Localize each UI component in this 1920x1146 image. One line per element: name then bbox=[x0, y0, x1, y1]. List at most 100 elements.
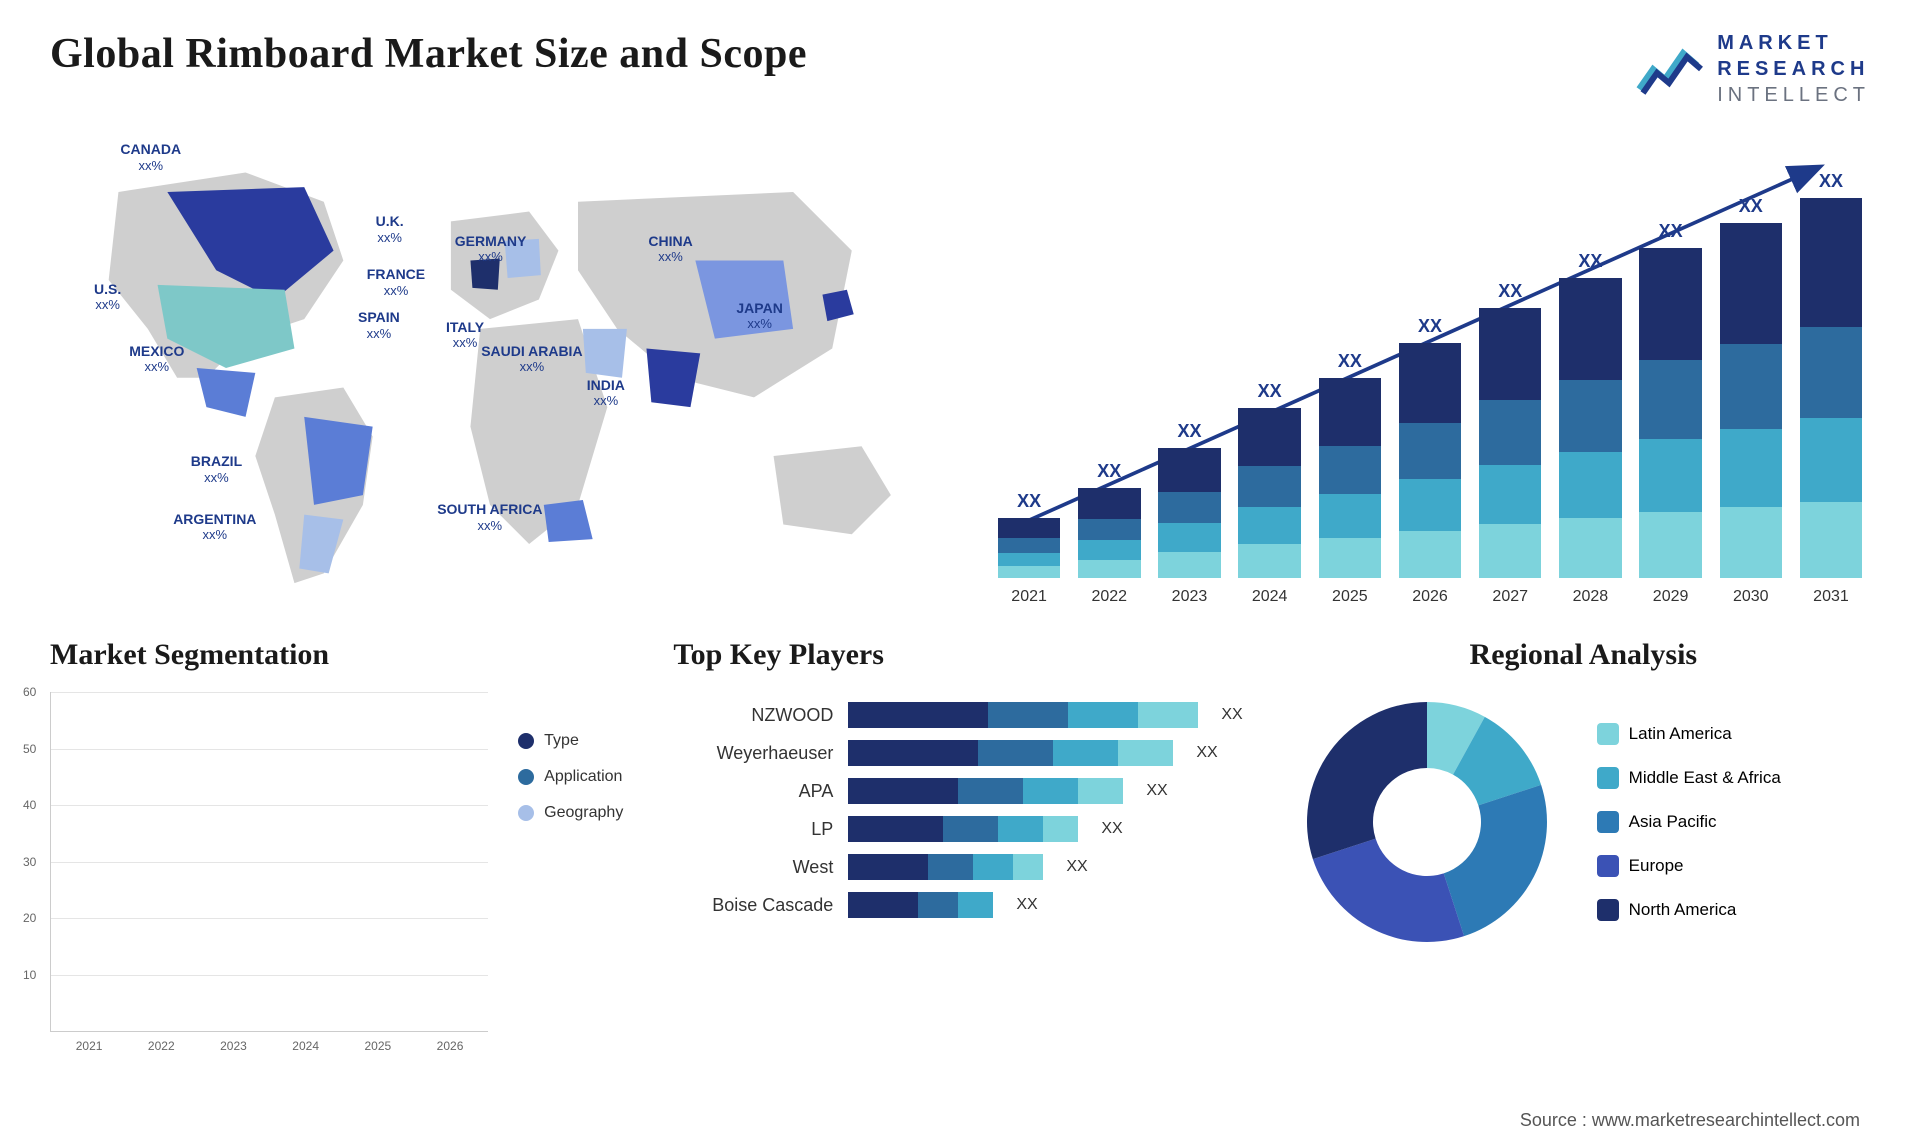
player-bar-segment bbox=[918, 892, 958, 918]
growth-bar-xlabel: 2023 bbox=[1150, 588, 1228, 606]
map-brazil bbox=[304, 417, 372, 505]
growth-bar-stack bbox=[1399, 343, 1462, 578]
legend-dot bbox=[1597, 767, 1619, 789]
growth-bar-segment bbox=[1158, 552, 1221, 578]
player-bar bbox=[848, 740, 1173, 766]
legend-item: Type bbox=[518, 732, 623, 750]
player-value: XX bbox=[1101, 820, 1122, 838]
growth-bar-segment bbox=[1399, 479, 1462, 531]
growth-bar-xlabel: 2025 bbox=[1311, 588, 1389, 606]
player-row: WestXX bbox=[673, 854, 1246, 880]
growth-bar-segment bbox=[1479, 400, 1542, 465]
logo-icon bbox=[1635, 39, 1705, 99]
growth-bar-segment bbox=[1238, 507, 1301, 544]
map-label: SOUTH AFRICAxx% bbox=[437, 502, 542, 533]
growth-bar-segment bbox=[1559, 278, 1622, 380]
player-row: Boise CascadeXX bbox=[673, 892, 1246, 918]
seg-xlabel: 2021 bbox=[59, 1039, 119, 1053]
growth-bar-segment bbox=[1720, 344, 1783, 429]
growth-bar-segment bbox=[1720, 223, 1783, 344]
legend-dot bbox=[1597, 723, 1619, 745]
growth-bar-segment bbox=[1238, 408, 1301, 466]
bottom-row: Market Segmentation 10203040506020212022… bbox=[50, 638, 1870, 1058]
growth-bar-segment bbox=[1639, 512, 1702, 578]
logo-line1: MARKET bbox=[1717, 30, 1870, 56]
growth-bar-segment bbox=[1078, 560, 1141, 578]
legend-label: Geography bbox=[544, 804, 623, 822]
player-name: Weyerhaeuser bbox=[673, 743, 833, 764]
player-bar-segment bbox=[848, 778, 958, 804]
growth-bar-segment bbox=[1078, 519, 1141, 541]
player-bar-segment bbox=[848, 816, 943, 842]
map-label: U.S.xx% bbox=[94, 282, 121, 313]
growth-bar-segment bbox=[1559, 518, 1622, 578]
player-bar-segment bbox=[848, 854, 928, 880]
growth-bar-stack bbox=[998, 518, 1061, 578]
growth-bar-segment bbox=[1078, 540, 1141, 560]
growth-bar-segment bbox=[1158, 448, 1221, 492]
growth-bar-segment bbox=[1479, 465, 1542, 524]
legend-dot bbox=[518, 769, 534, 785]
growth-bar-col: XX2029 bbox=[1632, 221, 1710, 578]
legend-item: Application bbox=[518, 768, 623, 786]
growth-bar-stack bbox=[1319, 378, 1382, 578]
seg-xlabel: 2024 bbox=[276, 1039, 336, 1053]
legend-label: North America bbox=[1629, 900, 1737, 920]
logo-line2: RESEARCH bbox=[1717, 56, 1870, 82]
growth-bar-xlabel: 2028 bbox=[1551, 588, 1629, 606]
player-bar-segment bbox=[943, 816, 998, 842]
growth-bar-segment bbox=[1319, 494, 1382, 538]
players-list: NZWOODXXWeyerhaeuserXXAPAXXLPXXWestXXBoi… bbox=[673, 692, 1246, 918]
growth-bar-stack bbox=[1158, 448, 1221, 578]
player-bar bbox=[848, 702, 1198, 728]
growth-bar-label: XX bbox=[1017, 491, 1041, 512]
player-bar-segment bbox=[978, 740, 1053, 766]
seg-ylabel: 40 bbox=[23, 798, 482, 812]
growth-bar-segment bbox=[1078, 488, 1141, 519]
player-bar-segment bbox=[988, 702, 1068, 728]
map-label: SAUDI ARABIAxx% bbox=[481, 344, 582, 375]
player-value: XX bbox=[1066, 858, 1087, 876]
growth-bar-segment bbox=[998, 538, 1061, 552]
legend-dot bbox=[518, 805, 534, 821]
player-row: WeyerhaeuserXX bbox=[673, 740, 1246, 766]
players-panel: Top Key Players NZWOODXXWeyerhaeuserXXAP… bbox=[673, 638, 1246, 1058]
legend-item: North America bbox=[1597, 899, 1781, 921]
players-title: Top Key Players bbox=[673, 638, 1246, 672]
legend-label: Europe bbox=[1629, 856, 1684, 876]
legend-item: Middle East & Africa bbox=[1597, 767, 1781, 789]
growth-bar-segment bbox=[1319, 538, 1382, 578]
seg-ylabel: 10 bbox=[23, 968, 482, 982]
growth-bar-segment bbox=[1559, 380, 1622, 452]
growth-bar-col: XX2026 bbox=[1391, 316, 1469, 578]
growth-bar-col: XX2027 bbox=[1471, 281, 1549, 578]
segmentation-legend: Type Application Geography bbox=[518, 692, 623, 1032]
growth-bar-label: XX bbox=[1578, 251, 1602, 272]
donut-svg bbox=[1297, 692, 1557, 952]
growth-bar-col: XX2024 bbox=[1231, 381, 1309, 578]
legend-label: Middle East & Africa bbox=[1629, 768, 1781, 788]
growth-bar-segment bbox=[1238, 466, 1301, 507]
growth-bar-col: XX2030 bbox=[1712, 196, 1790, 578]
growth-bar-label: XX bbox=[1338, 351, 1362, 372]
player-name: LP bbox=[673, 819, 833, 840]
legend-label: Asia Pacific bbox=[1629, 812, 1717, 832]
player-bar-segment bbox=[1013, 854, 1043, 880]
player-bar-segment bbox=[998, 816, 1043, 842]
growth-bar-segment bbox=[1319, 378, 1382, 446]
growth-bar-segment bbox=[1238, 544, 1301, 578]
map-label: FRANCExx% bbox=[367, 267, 425, 298]
player-bar-segment bbox=[1078, 778, 1123, 804]
seg-xlabel: 2026 bbox=[420, 1039, 480, 1053]
segmentation-title: Market Segmentation bbox=[50, 638, 623, 672]
donut-slice bbox=[1443, 785, 1546, 936]
growth-bar-xlabel: 2029 bbox=[1632, 588, 1710, 606]
legend-dot bbox=[518, 733, 534, 749]
player-row: APAXX bbox=[673, 778, 1246, 804]
regional-title: Regional Analysis bbox=[1297, 638, 1870, 672]
logo-line3: INTELLECT bbox=[1717, 82, 1870, 108]
player-bar bbox=[848, 854, 1043, 880]
growth-bar-col: XX2031 bbox=[1792, 171, 1870, 578]
map-label: JAPANxx% bbox=[736, 301, 782, 332]
map-label: CHINAxx% bbox=[648, 234, 692, 265]
